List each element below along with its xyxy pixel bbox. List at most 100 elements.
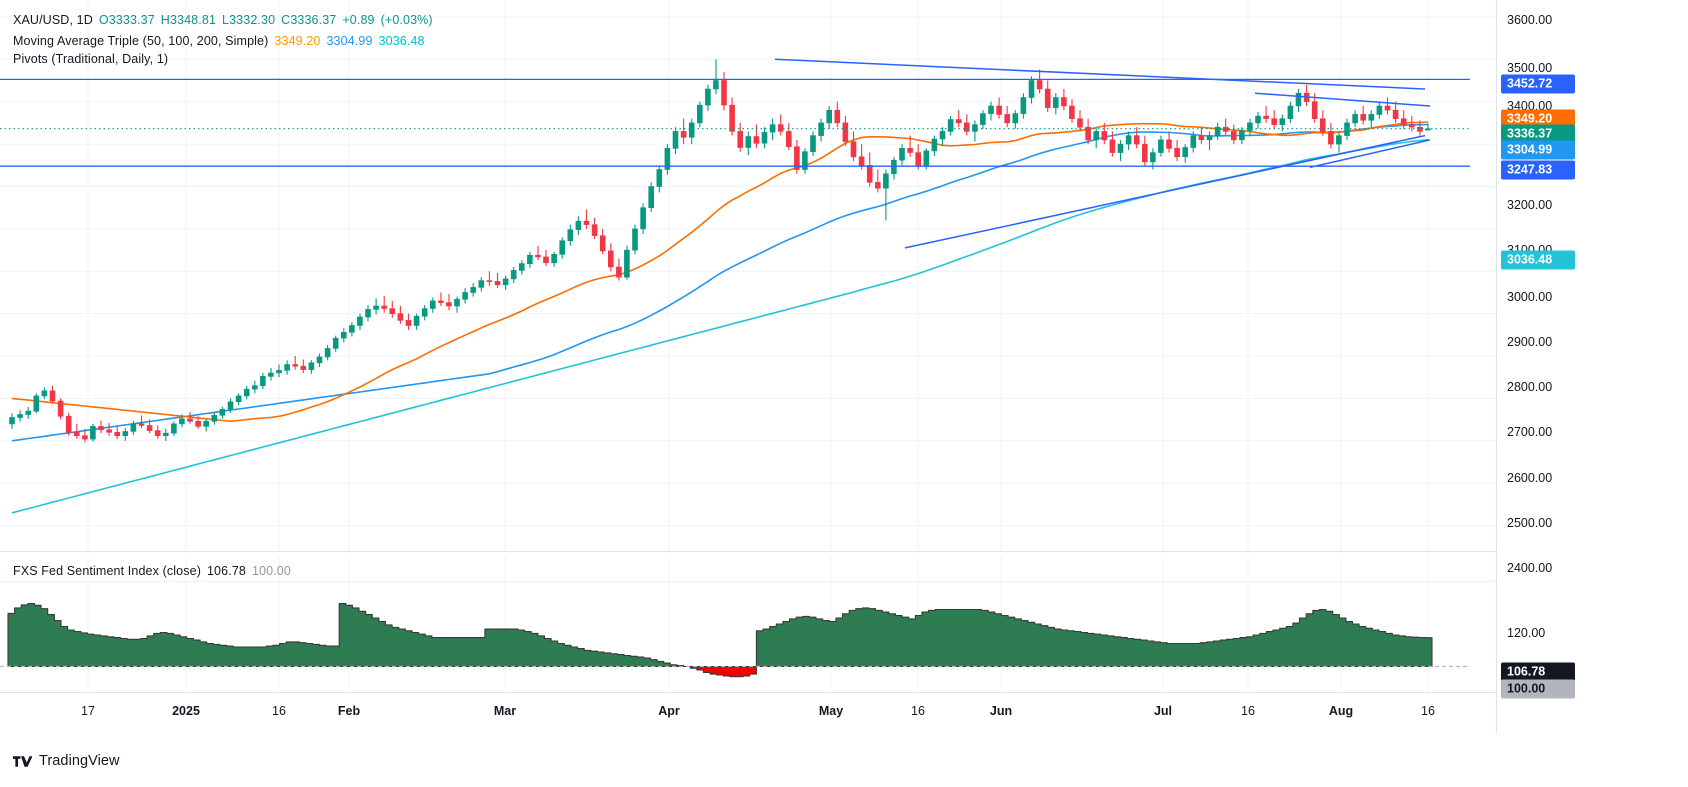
candle [745,136,752,148]
candle [907,148,913,153]
price-axis-tick: 2800.00 [1507,380,1553,394]
candle [664,148,671,170]
indicator-chart-svg[interactable] [0,556,1496,692]
candle [802,151,808,170]
candle [988,105,994,114]
candle [324,348,331,358]
ma200-value: 3036.48 [378,34,425,48]
fed-sentiment-area[interactable] [7,603,1433,678]
moving-average-legend[interactable]: Moving Average Triple (50, 100, 200, Sim… [13,33,425,49]
candle [235,395,242,403]
indicator-legend-value: 106.78 [206,564,246,578]
indicator-legend[interactable]: FXS Fed Sentiment Index (close) 106.78 100… [13,563,291,579]
indicator-pane[interactable] [0,556,1496,692]
trendlines[interactable] [774,58,1431,249]
time-axis[interactable]: 17 2025 16 Feb Mar Apr May 16 Jun Jul 16 Aug 16 [0,692,1496,734]
candle [163,432,169,437]
sma-50-line [11,121,1429,423]
candle [1069,105,1075,119]
candle [1190,135,1197,148]
candle [1020,97,1027,114]
candle [227,401,234,410]
legend-open-label: O [98,13,109,27]
candle [365,309,371,318]
area-above-baseline [7,603,691,668]
price-axis-tick: 3500.00 [1507,61,1553,75]
legend-low-label: L [222,13,230,27]
ma50-tag[interactable]: 3349.20 [1501,109,1575,129]
legend-change: +0.89 [342,13,375,27]
candle [41,390,48,397]
candle [349,325,355,333]
candle [1085,126,1091,141]
candle [397,313,404,321]
price-axis-tick: 3600.00 [1507,13,1553,27]
symbol-legend[interactable]: XAU/USD, 1D O3333.37 H3348.81 L3332.30 C3336… [13,12,433,28]
time-axis-tick: Aug [1328,704,1354,718]
candle [1400,118,1407,125]
legend-symbol[interactable]: XAU/USD, 1D [13,13,93,27]
candlestick-series[interactable] [9,59,1431,443]
indicator-value-tag[interactable]: 106.78 [1501,662,1575,682]
candle [1295,92,1302,107]
candle [696,104,703,124]
candle [672,131,679,149]
chart-canvas-region[interactable]: 17 2025 16 Feb Mar Apr May 16 Jun Jul 16 Aug 16 [0,0,1496,718]
candle [1077,118,1083,128]
candle [624,249,630,278]
price-axis[interactable]: 3600.003500.003400.003200.003100.003000.… [1496,0,1688,734]
candle [219,409,226,416]
candle [713,80,719,90]
candle [834,109,841,124]
candle [1206,135,1213,141]
candle [915,152,922,166]
ma100-tag[interactable]: 3304.99 [1501,140,1575,160]
candle [276,370,282,374]
indicator-legend-baseline: 100.00 [251,564,291,578]
candle [171,423,177,434]
candle [122,431,129,436]
candle [438,300,444,303]
candle [1093,131,1099,141]
candle [1328,131,1334,145]
candle [1392,109,1399,119]
candle [381,305,388,309]
candle [551,254,557,264]
indicator-baseline-tag[interactable]: 100.00 [1501,679,1575,699]
price-axis-tick: 2600.00 [1507,471,1553,485]
trendline-ascending-lower [904,134,1426,249]
candle [130,423,137,432]
candle [721,80,727,106]
pivot-s-tag[interactable]: 3247.83 [1501,160,1575,180]
candle [607,250,614,268]
candle [1255,115,1261,124]
candle [446,302,452,307]
pivots-legend[interactable]: Pivots (Traditional, Daily, 1) [13,51,168,67]
candle [737,131,744,148]
candle [1166,139,1172,149]
price-chart-svg[interactable] [0,0,1496,551]
last-price-tag[interactable]: 3336.37 [1501,124,1575,144]
indicator-legend-title[interactable]: FXS Fed Sentiment Index (close) [13,564,201,578]
pivots-legend-title[interactable]: Pivots (Traditional, Daily, 1) [13,52,169,66]
candle [1174,148,1180,158]
candle [454,298,460,307]
tradingview-logo-icon [13,755,32,768]
ma-legend-title[interactable]: Moving Average Triple (50, 100, 200, Sim… [13,34,269,48]
time-axis-tick: Feb [337,704,361,718]
candle [980,113,986,125]
candle [413,315,420,326]
indicator-gridlines [0,556,1496,692]
candle [1271,118,1277,125]
footer-branding: TradingView [0,735,1688,787]
candle [785,131,792,147]
candle [874,182,881,189]
price-pane[interactable] [0,0,1496,551]
candle [972,124,978,132]
candle [268,372,274,377]
candle [616,266,622,278]
pivot-r-tag[interactable]: 3452.72 [1501,74,1575,94]
candle [947,119,954,132]
ma200-tag[interactable]: 3036.48 [1501,250,1575,270]
